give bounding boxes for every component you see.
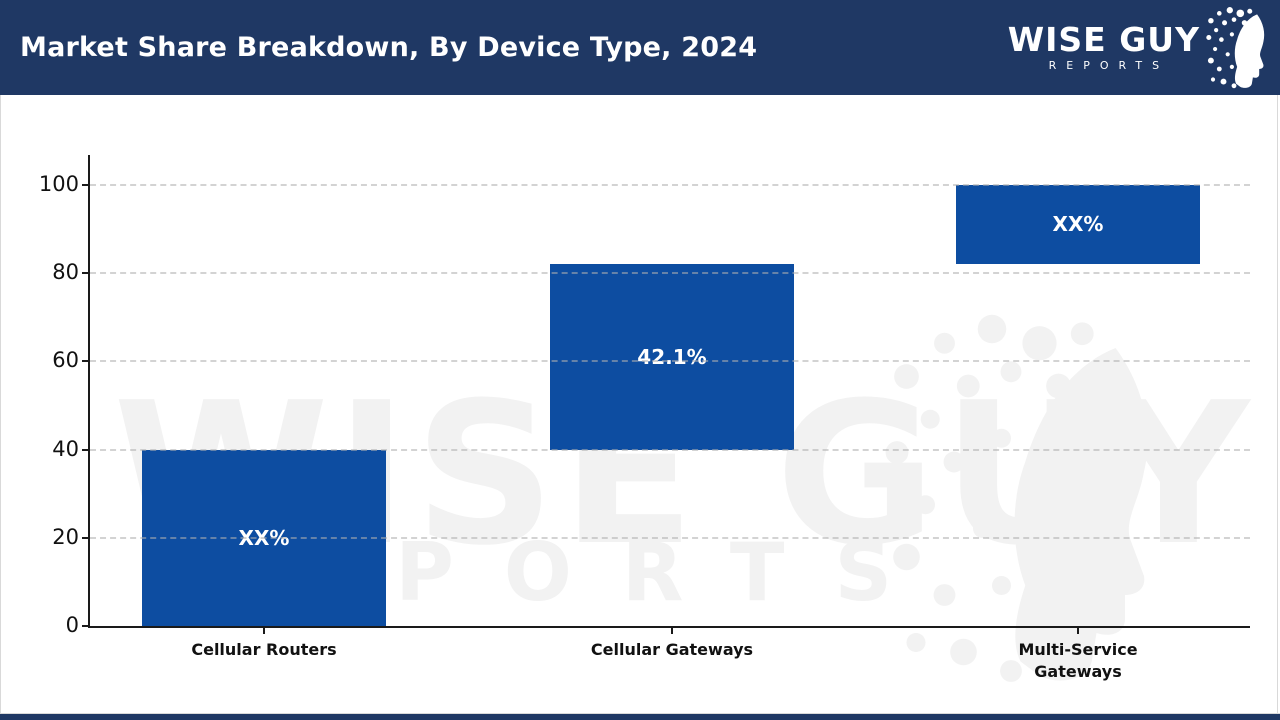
y-tick-100 <box>82 184 88 186</box>
y-tick-label-0: 0 <box>65 613 79 637</box>
x-axis-line <box>88 626 1250 628</box>
header-band: Market Share Breakdown, By Device Type, … <box>0 0 1280 95</box>
brand-logo-text: WISE GUY REPORTS <box>1008 23 1200 72</box>
x-tick-0 <box>263 628 265 634</box>
y-tick-0 <box>82 625 88 627</box>
watermark-face-icon <box>885 314 1148 682</box>
y-tick-60 <box>82 360 88 363</box>
bottom-border-line <box>0 713 1280 714</box>
x-tick-2 <box>1077 628 1079 634</box>
gridline-y-100 <box>90 184 1250 186</box>
brand-subname: REPORTS <box>1048 59 1170 72</box>
gridline-y-20 <box>90 536 1250 539</box>
y-tick-label-20: 20 <box>52 524 79 549</box>
x-tick-1 <box>671 628 673 634</box>
brand-logo: WISE GUY REPORTS <box>1008 6 1280 90</box>
brand-face-icon <box>1206 6 1265 88</box>
bar-segment-2: XX% <box>956 185 1200 264</box>
bar-value-label: XX% <box>1052 212 1104 237</box>
chart-canvas: WISE GUY REPORTS 0 20 40 60 80 100 XX% Cellular… <box>0 95 1278 714</box>
bar-value-label: 42.1% <box>637 344 707 369</box>
y-tick-40 <box>82 448 88 451</box>
page-title: Market Share Breakdown, By Device Type, … <box>20 32 758 63</box>
y-axis-line <box>88 155 90 628</box>
footer-band <box>0 714 1280 720</box>
x-category-label-0: Cellular Routers <box>191 640 337 659</box>
y-tick-label-60: 60 <box>52 348 79 373</box>
x-category-label-1: Cellular Gateways <box>590 640 754 659</box>
y-tick-label-40: 40 <box>52 436 79 461</box>
gridline-y-80 <box>90 272 1250 275</box>
gridline-y-40 <box>90 448 1250 451</box>
y-tick-20 <box>82 536 88 539</box>
y-tick-80 <box>82 272 88 275</box>
x-category-label-2: Multi-Service Gateways <box>1018 640 1138 681</box>
y-tick-label-80: 80 <box>52 260 79 285</box>
brand-name: WISE GUY <box>1007 20 1200 59</box>
y-tick-label-100: 100 <box>38 172 79 196</box>
gridline-y-60 <box>90 360 1250 363</box>
bar-segment-1: 42.1% <box>550 263 794 450</box>
